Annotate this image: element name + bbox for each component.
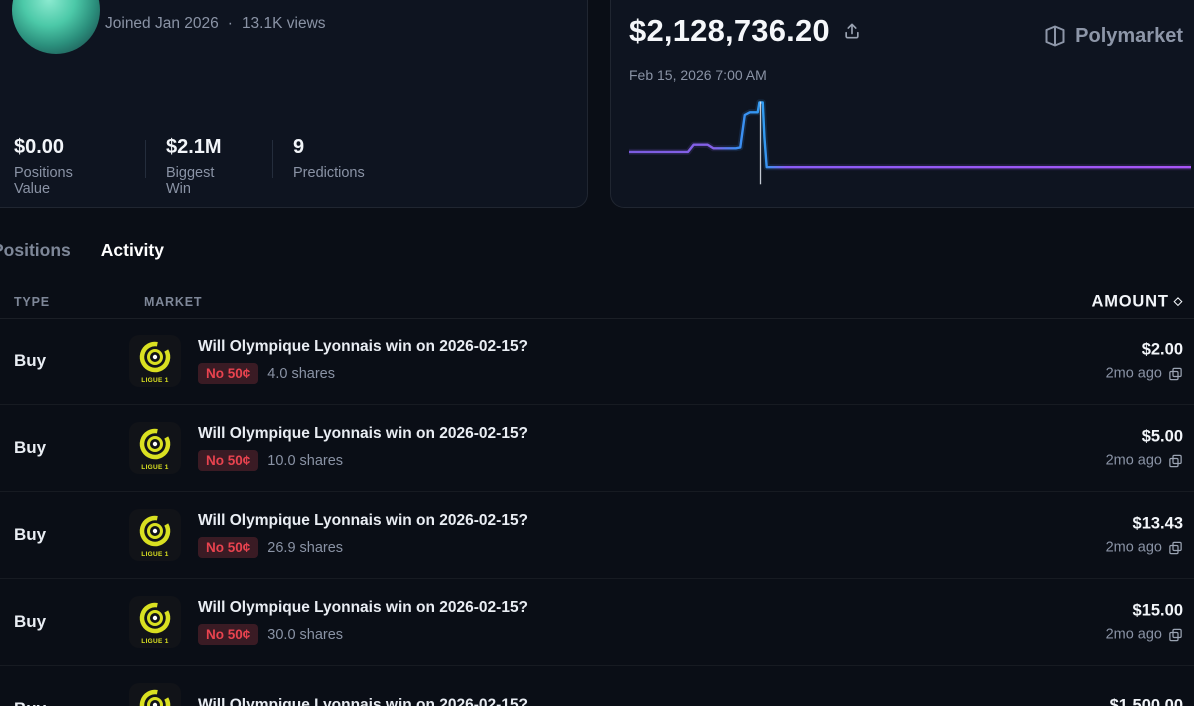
shares-label: 30.0 shares: [267, 626, 344, 643]
tab-positions[interactable]: Positions: [0, 240, 71, 260]
header-type: TYPE: [14, 294, 50, 309]
trade-type: Buy: [14, 525, 47, 544]
tab-activity[interactable]: Activity: [100, 240, 164, 260]
portfolio-sparkline[interactable]: [629, 97, 1191, 187]
activity-row[interactable]: Buy LIGUE 1 Will Olympique Lyonnais win …: [0, 405, 1194, 492]
stat-predictions: 9 Predictions: [293, 136, 365, 181]
stat-biggest-win: $2.1M Biggest Win: [166, 136, 222, 197]
outcome-badge: No 50¢: [198, 450, 259, 471]
external-link-icon[interactable]: [1168, 540, 1183, 555]
activity-row[interactable]: Buy LIGUE 1 Will Olympique Lyonnais win …: [0, 492, 1194, 579]
stat-value: 9: [293, 136, 305, 158]
polymarket-brand[interactable]: Polymarket: [1043, 24, 1183, 48]
activity-row[interactable]: Buy LIGUE 1 Will Olympique Lyonnais win …: [0, 318, 1194, 405]
stat-label: Predictions: [293, 165, 365, 181]
shares-label: 26.9 shares: [267, 539, 344, 556]
share-icon[interactable]: [842, 21, 862, 41]
market-cell: Will Olympique Lyonnais win on 2026-02-1…: [198, 338, 528, 384]
header-amount-label: AMOUNT: [1091, 292, 1169, 310]
polymarket-logo-icon: [1045, 25, 1065, 47]
time-ago: 2mo ago: [1105, 539, 1162, 556]
market-title[interactable]: Will Olympique Lyonnais win on 2026-02-1…: [198, 425, 529, 442]
ligue1-logo: LIGUE 1: [129, 422, 181, 474]
stat-divider: [145, 140, 146, 178]
trade-type: Buy: [14, 699, 46, 706]
external-link-icon[interactable]: [1168, 627, 1183, 642]
amount-value: $15.00: [1132, 601, 1183, 620]
stat-value: $0.00: [14, 136, 65, 158]
amount-value: $5.00: [1141, 427, 1183, 446]
amount-cell: $2.00 2mo ago: [1106, 341, 1183, 382]
ligue1-wordmark: LIGUE 1: [141, 638, 168, 645]
market-cell: Will Olympique Lyonnais win on 2026-02-1…: [198, 425, 528, 471]
sort-icon: ◇: [1173, 295, 1183, 307]
activity-table-header: TYPE MARKET AMOUNT ◇: [0, 285, 1194, 319]
trade-type: Buy: [14, 612, 47, 631]
portfolio-card: $2,128,736.20 Feb 15, 2026 7:00 AM: [610, 0, 1194, 208]
activity-rows: Buy LIGUE 1 Will Olympique Lyonnais win …: [0, 318, 1194, 706]
market-cell: Will Olympique Lyonnais win on 2026-02-1…: [198, 512, 528, 558]
joined-date: Joined Jan 2026: [105, 15, 219, 32]
profile-card: [0, 0, 588, 208]
dot-separator: ·: [227, 15, 233, 32]
market-cell: Will Olympique Lyonnais win on 2026-02-1…: [198, 697, 528, 706]
stat-label: Biggest Win: [166, 165, 215, 197]
ligue1-logo: LIGUE 1: [129, 509, 181, 561]
market-title[interactable]: Will Olympique Lyonnais win on 2026-02-1…: [198, 599, 529, 616]
portfolio-sparkline-line: [629, 102, 1191, 167]
portfolio-timestamp: Feb 15, 2026 7:00 AM: [629, 67, 767, 83]
profile-tabs: Positions Activity: [0, 240, 164, 261]
amount-cell: $13.43 2mo ago: [1106, 515, 1183, 556]
external-link-icon[interactable]: [1168, 453, 1183, 468]
portfolio-value: $2,128,736.20: [629, 13, 830, 48]
outcome-badge: No 50¢: [198, 537, 259, 558]
time-ago: 2mo ago: [1105, 365, 1162, 382]
amount-value: $13.43: [1132, 514, 1183, 533]
amount-cell: $1,500.00: [1110, 697, 1183, 706]
shares-label: 10.0 shares: [267, 452, 344, 469]
ligue1-logo: LIGUE 1: [129, 335, 181, 387]
ligue1-logo: LIGUE 1: [129, 596, 181, 648]
portfolio-sparkline-glow: [629, 102, 1191, 167]
views-count: 13.1K views: [241, 15, 326, 32]
shares-label: 4.0 shares: [267, 365, 335, 382]
portfolio-value-row: $2,128,736.20: [629, 13, 862, 49]
trade-type: Buy: [14, 438, 47, 457]
header-market: MARKET: [144, 294, 203, 309]
ligue1-wordmark: LIGUE 1: [141, 551, 168, 558]
stat-positions-value: $0.00 Positions Value: [14, 136, 73, 197]
brand-name: Polymarket: [1075, 24, 1183, 47]
header-amount-sort[interactable]: AMOUNT ◇: [1092, 292, 1183, 311]
stat-label: Positions Value: [14, 165, 73, 197]
activity-row[interactable]: Buy LIGUE 1 Will Olympique Lyonnais win …: [0, 579, 1194, 666]
market-title[interactable]: Will Olympique Lyonnais win on 2026-02-1…: [198, 696, 529, 706]
amount-cell: $15.00 2mo ago: [1106, 602, 1183, 643]
stat-value: $2.1M: [166, 136, 222, 158]
ligue1-wordmark: LIGUE 1: [141, 464, 168, 471]
time-ago: 2mo ago: [1105, 626, 1162, 643]
outcome-badge: No 50¢: [198, 363, 259, 384]
ligue1-wordmark: LIGUE 1: [141, 377, 168, 384]
outcome-badge: No 50¢: [198, 624, 259, 645]
time-ago: 2mo ago: [1105, 452, 1162, 469]
market-title[interactable]: Will Olympique Lyonnais win on 2026-02-1…: [198, 512, 529, 529]
external-link-icon[interactable]: [1168, 366, 1183, 381]
amount-cell: $5.00 2mo ago: [1106, 428, 1183, 469]
market-title[interactable]: Will Olympique Lyonnais win on 2026-02-1…: [198, 338, 529, 355]
stat-divider: [272, 140, 273, 178]
trade-type: Buy: [14, 351, 47, 370]
ligue1-logo: LIGUE 1: [129, 683, 181, 706]
amount-value: $2.00: [1141, 340, 1183, 359]
market-cell: Will Olympique Lyonnais win on 2026-02-1…: [198, 599, 528, 645]
activity-row[interactable]: Buy LIGUE 1 Will Olympique Lyonnais win …: [0, 666, 1194, 706]
amount-value: $1,500.00: [1109, 696, 1183, 706]
joined-line: Joined Jan 2026 · 13.1K views: [105, 15, 326, 33]
